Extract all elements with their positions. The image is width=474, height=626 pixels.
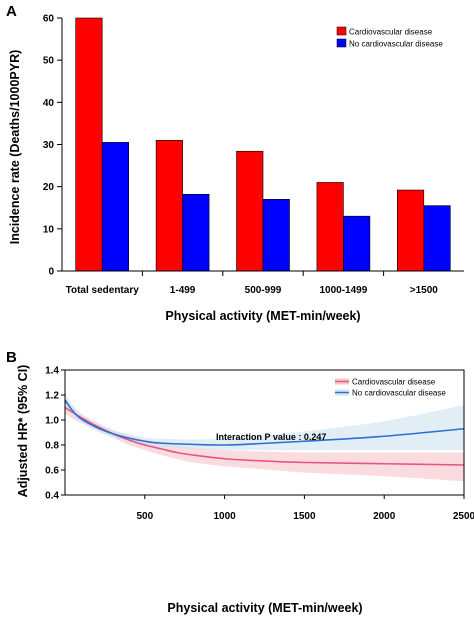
panel-a-x-axis-title: Physical activity (MET-min/week) [165, 309, 360, 323]
panel-b-y-tick-label: 1.0 [45, 416, 59, 427]
panel-b-line-chart: B Adjusted HR* (95% CI) Physical activit… [6, 349, 474, 615]
panel-a-y-tick-label: 30 [43, 140, 55, 151]
panel-b-x-tick-label: 1000 [213, 511, 236, 522]
panel-b-x-tick-label: 1500 [293, 511, 316, 522]
panel-b-legend-label: No cardiovascular disease [352, 389, 446, 398]
bar-cardiovascular-1 [155, 139, 183, 272]
panel-b-plot-frame [64, 369, 465, 496]
panel-b-letter: B [6, 349, 17, 366]
panel-a-bar-chart: A Incidence rate (Deaths/1000PYR) Physic… [6, 3, 464, 323]
panel-a-axes: Total sedentary 1-499 500-999 1000-1499 >150… [43, 14, 464, 296]
bar-no-cardiovascular-2 [262, 199, 290, 272]
panel-a-legend-label: No cardiovascular disease [349, 40, 443, 49]
panel-b-y-tick-label: 1.4 [45, 366, 59, 377]
panel-a-y-tick-label: 50 [43, 56, 55, 67]
panel-a-y-tick-label: 60 [43, 14, 55, 25]
panel-a-legend: Cardiovascular disease No cardiovascular … [336, 26, 443, 49]
panel-b-legend: Cardiovascular disease No cardiovascular … [335, 378, 446, 398]
panel-a-y-tick-label: 40 [43, 98, 55, 109]
panel-a-x-tick-label: 500-999 [245, 285, 282, 296]
panel-a-legend-swatch [336, 38, 347, 48]
panel-b-x-tick-label: 2000 [373, 511, 396, 522]
panel-b-x-axis-title: Physical activity (MET-min/week) [167, 601, 362, 615]
panel-b-y-tick-label: 0.8 [45, 441, 59, 452]
panel-b-x-tick-label: 500 [136, 511, 153, 522]
panel-a-x-tick-label: 1000-1499 [319, 285, 367, 296]
panel-a-legend-swatch [336, 26, 347, 36]
panel-b-y-tick-label: 1.2 [45, 391, 59, 402]
series-line-no-cardiovascular [64, 399, 465, 446]
panel-b-legend-label: Cardiovascular disease [352, 378, 436, 387]
panel-a-bars [75, 17, 451, 272]
panel-b-y-tick-label: 0.6 [45, 466, 59, 477]
bar-cardiovascular-0 [75, 17, 103, 272]
bar-no-cardiovascular-1 [182, 193, 210, 272]
bar-no-cardiovascular-3 [343, 215, 371, 272]
interaction-p-value-annotation: Interaction P value : 0.247 [216, 432, 326, 442]
panel-b-x-tick-label: 2500 [453, 511, 474, 522]
panel-b-y-axis-title: Adjusted HR* (95% CI) [16, 365, 30, 498]
panel-a-x-tick-label: 1-499 [170, 285, 196, 296]
bar-no-cardiovascular-0 [101, 142, 129, 272]
panel-a-y-tick-label: 20 [43, 182, 55, 193]
panel-b-axes: 500 1000 1500 2000 2500 0.4 0.6 0.8 1.0 1.2 1.4 [45, 366, 474, 523]
bar-cardiovascular-2 [236, 150, 264, 272]
panel-a-legend-label: Cardiovascular disease [349, 28, 433, 37]
panel-a-x-tick-label: >1500 [410, 285, 439, 296]
panel-a-x-tick-label: Total sedentary [66, 285, 140, 296]
ci-band-no-cardiovascular [65, 393, 464, 451]
panel-a-y-tick-label: 10 [43, 224, 55, 235]
bar-cardiovascular-3 [316, 182, 344, 272]
series-line-cardiovascular [64, 406, 465, 466]
panel-b-plot-area [64, 393, 465, 482]
panel-b-y-tick-label: 0.4 [45, 491, 59, 502]
panel-a-y-tick-label: 0 [48, 267, 54, 278]
bar-no-cardiovascular-4 [423, 205, 451, 272]
ci-band-cardiovascular [65, 401, 464, 482]
panel-a-y-axis-title: Incidence rate (Deaths/1000PYR) [8, 50, 22, 245]
panel-a-letter: A [6, 3, 17, 20]
bar-cardiovascular-4 [396, 189, 425, 272]
